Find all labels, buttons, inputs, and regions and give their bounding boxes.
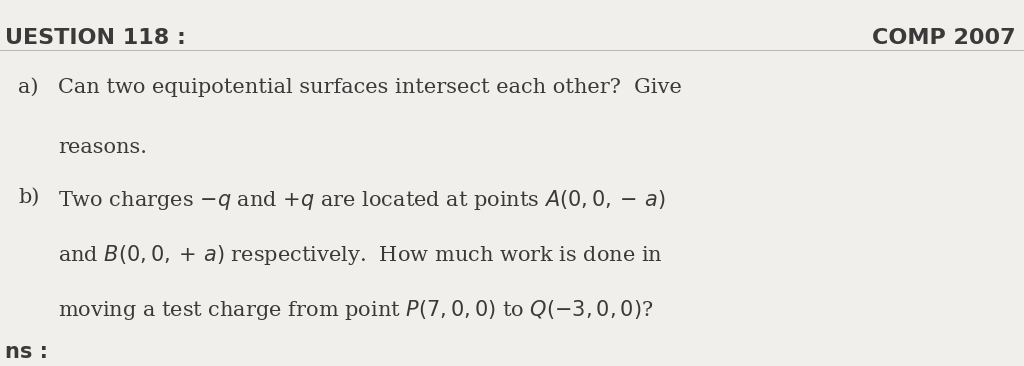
- Text: COMP 2007: COMP 2007: [872, 28, 1016, 48]
- Text: Two charges $-q$ and $+q$ are located at points $A(0,0,-\,a)$: Two charges $-q$ and $+q$ are located at…: [58, 188, 666, 212]
- Text: ns :: ns :: [5, 342, 48, 362]
- Text: moving a test charge from point $P(7,0,0)$ to $Q(-3,0,0)$?: moving a test charge from point $P(7,0,0…: [58, 298, 653, 322]
- Text: Can two equipotential surfaces intersect each other?  Give: Can two equipotential surfaces intersect…: [58, 78, 682, 97]
- Text: a): a): [18, 78, 39, 97]
- Text: and $B(0,0,+\,a)$ respectively.  How much work is done in: and $B(0,0,+\,a)$ respectively. How much…: [58, 243, 663, 267]
- Text: UESTION 118 :: UESTION 118 :: [5, 28, 186, 48]
- Text: reasons.: reasons.: [58, 138, 147, 157]
- Text: b): b): [18, 188, 39, 207]
